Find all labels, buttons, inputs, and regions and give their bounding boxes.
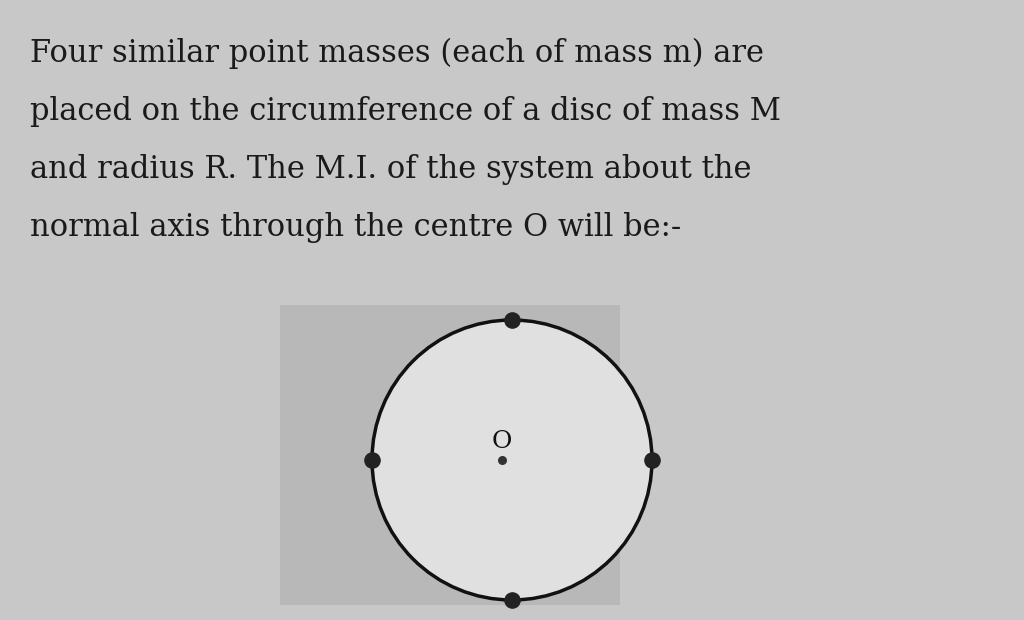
Text: O: O — [492, 430, 512, 453]
Point — [364, 455, 380, 465]
Circle shape — [372, 320, 652, 600]
Text: Four similar point masses (each of mass m) are: Four similar point masses (each of mass … — [30, 38, 764, 69]
Point — [494, 455, 510, 465]
Text: placed on the circumference of a disc of mass M: placed on the circumference of a disc of… — [30, 96, 781, 127]
Bar — [280, 305, 620, 605]
Text: and radius R. The M.I. of the system about the: and radius R. The M.I. of the system abo… — [30, 154, 752, 185]
Point — [504, 315, 520, 325]
Text: normal axis through the centre O will be:-: normal axis through the centre O will be… — [30, 212, 681, 243]
Point — [504, 595, 520, 605]
Point — [644, 455, 660, 465]
